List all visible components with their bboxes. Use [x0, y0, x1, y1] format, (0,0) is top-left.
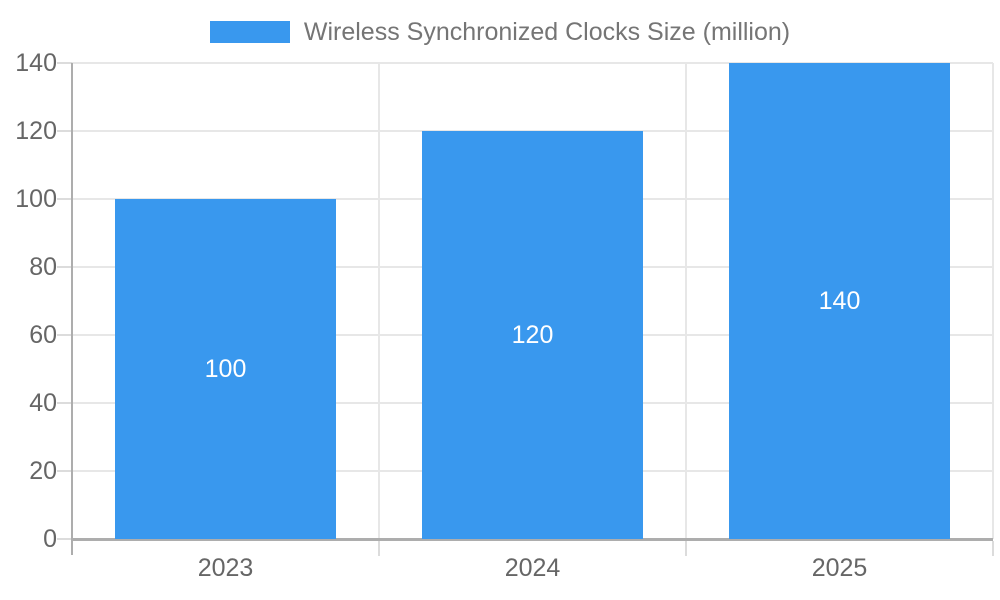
- x-tick-mark: [378, 541, 380, 556]
- y-tick-label: 100: [15, 185, 57, 213]
- y-tick-mark: [57, 266, 72, 268]
- y-tick-mark: [57, 402, 72, 404]
- y-tick-mark: [57, 130, 72, 132]
- y-gridline: [72, 62, 993, 64]
- bar[interactable]: [115, 199, 336, 539]
- x-axis-line: [71, 538, 993, 541]
- x-gridline: [378, 63, 380, 539]
- y-tick-mark: [57, 538, 72, 540]
- y-tick-label: 40: [29, 389, 57, 417]
- y-tick-mark: [57, 470, 72, 472]
- y-tick-label: 120: [15, 117, 57, 145]
- x-tick-label: 2023: [197, 554, 254, 582]
- y-tick-mark: [57, 334, 72, 336]
- x-gridline: [992, 63, 994, 539]
- bar[interactable]: [422, 131, 643, 539]
- x-tick-mark: [685, 541, 687, 556]
- y-tick-label: 140: [15, 49, 57, 77]
- y-tick-label: 60: [29, 321, 57, 349]
- y-tick-mark: [57, 62, 72, 64]
- y-tick-label: 0: [43, 525, 57, 553]
- bar-value-label: 100: [204, 355, 247, 383]
- x-tick-mark: [992, 541, 994, 556]
- x-gridline: [685, 63, 687, 539]
- x-tick-label: 2024: [504, 554, 561, 582]
- bar[interactable]: [729, 63, 950, 539]
- legend-swatch: [209, 21, 290, 43]
- y-tick-mark: [57, 198, 72, 200]
- y-tick-label: 80: [29, 253, 57, 281]
- bar-value-label: 120: [511, 321, 554, 349]
- legend[interactable]: Wireless Synchronized Clocks Size (milli…: [0, 14, 1000, 50]
- y-tick-label: 20: [29, 457, 57, 485]
- bar-value-label: 140: [818, 287, 861, 315]
- legend-label: Wireless Synchronized Clocks Size (milli…: [303, 18, 791, 46]
- y-axis-line: [71, 63, 73, 555]
- x-tick-label: 2025: [811, 554, 868, 582]
